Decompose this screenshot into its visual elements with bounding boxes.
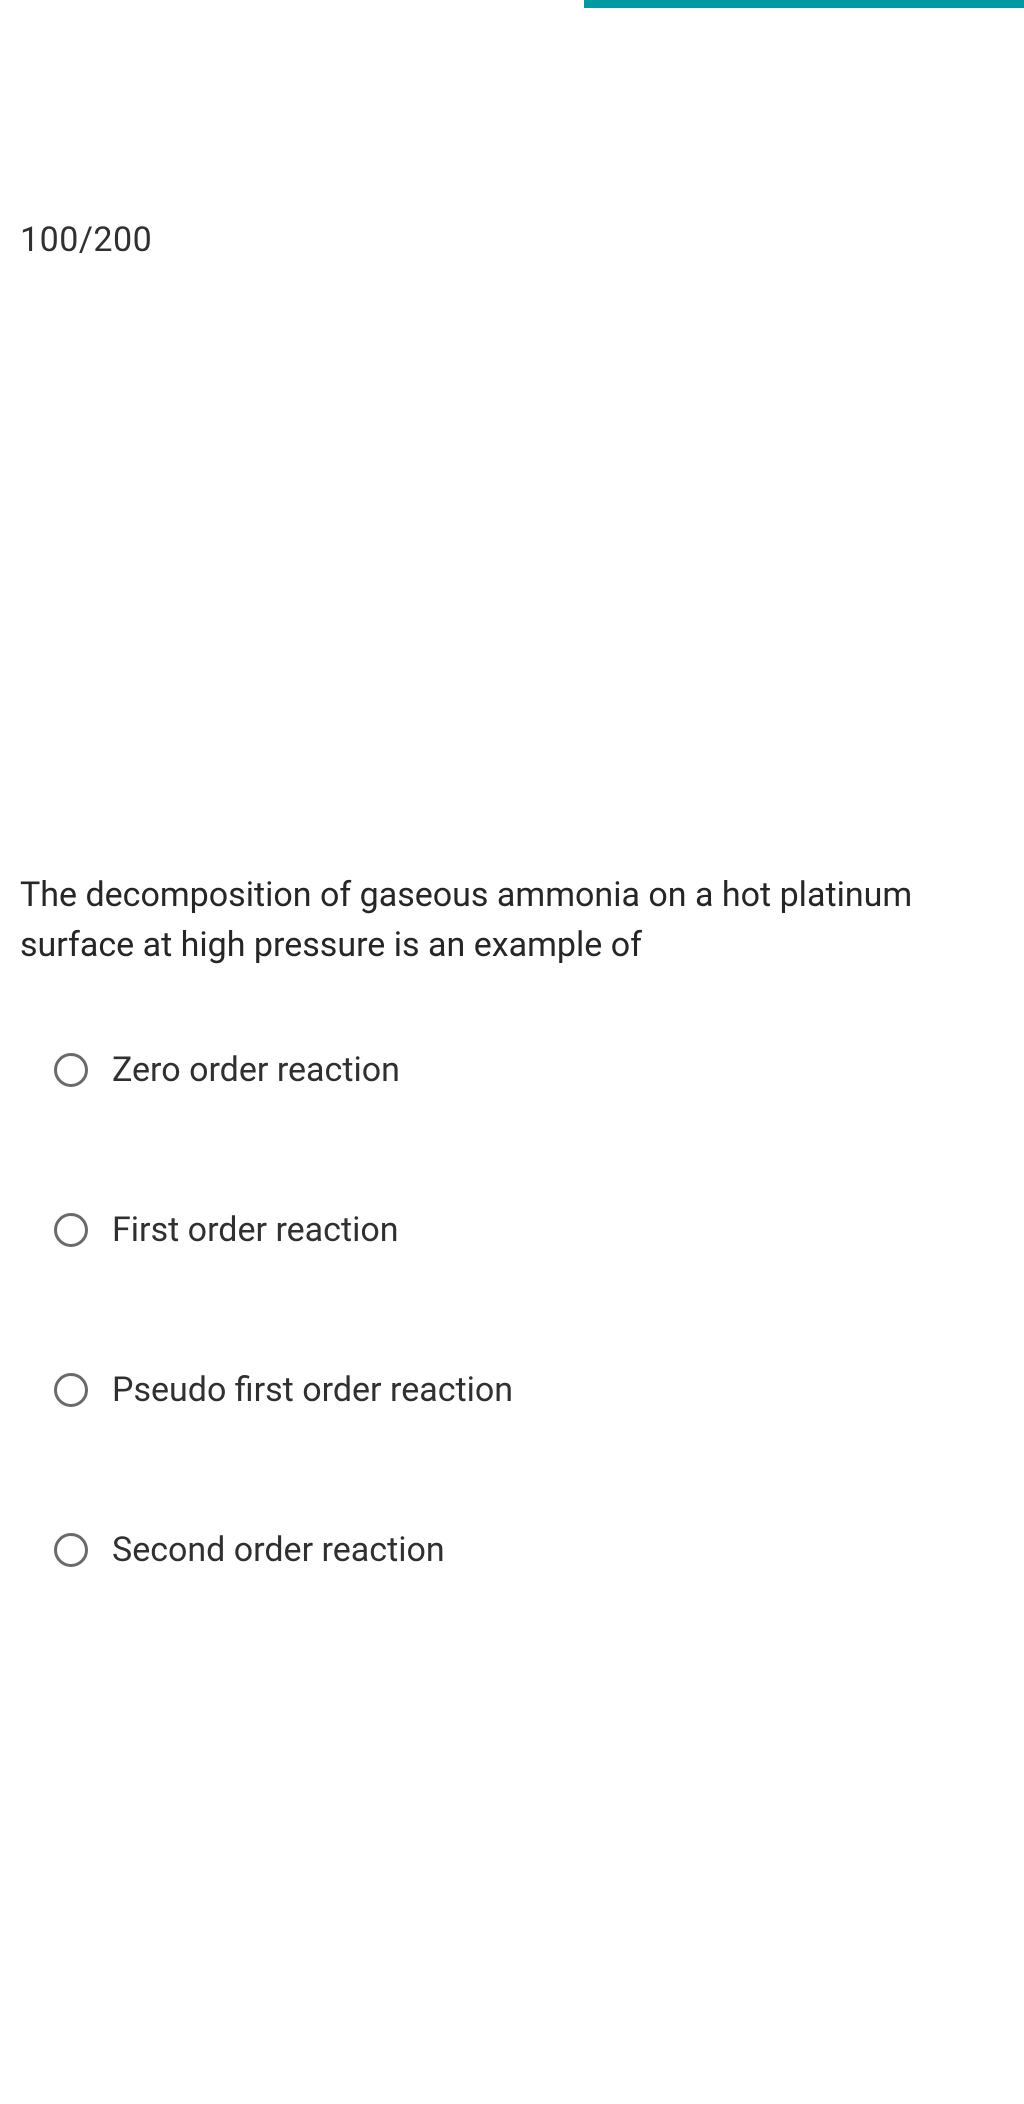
option-label: Zero order reaction	[112, 1050, 400, 1090]
option-row-3[interactable]: Second order reaction	[54, 1530, 984, 1570]
option-label: Second order reaction	[112, 1530, 445, 1570]
option-label: First order reaction	[112, 1210, 399, 1250]
options-group: Zero order reaction First order reaction…	[54, 1050, 984, 1690]
top-accent-bar	[584, 0, 1024, 8]
question-text: The decomposition of gaseous ammonia on …	[20, 870, 984, 971]
radio-icon[interactable]	[54, 1533, 88, 1567]
radio-icon[interactable]	[54, 1373, 88, 1407]
option-label: Pseudo first order reaction	[112, 1370, 513, 1410]
option-row-2[interactable]: Pseudo first order reaction	[54, 1370, 984, 1410]
option-row-0[interactable]: Zero order reaction	[54, 1050, 984, 1090]
radio-icon[interactable]	[54, 1053, 88, 1087]
radio-icon[interactable]	[54, 1213, 88, 1247]
option-row-1[interactable]: First order reaction	[54, 1210, 984, 1250]
progress-counter: 100/200	[20, 220, 152, 260]
